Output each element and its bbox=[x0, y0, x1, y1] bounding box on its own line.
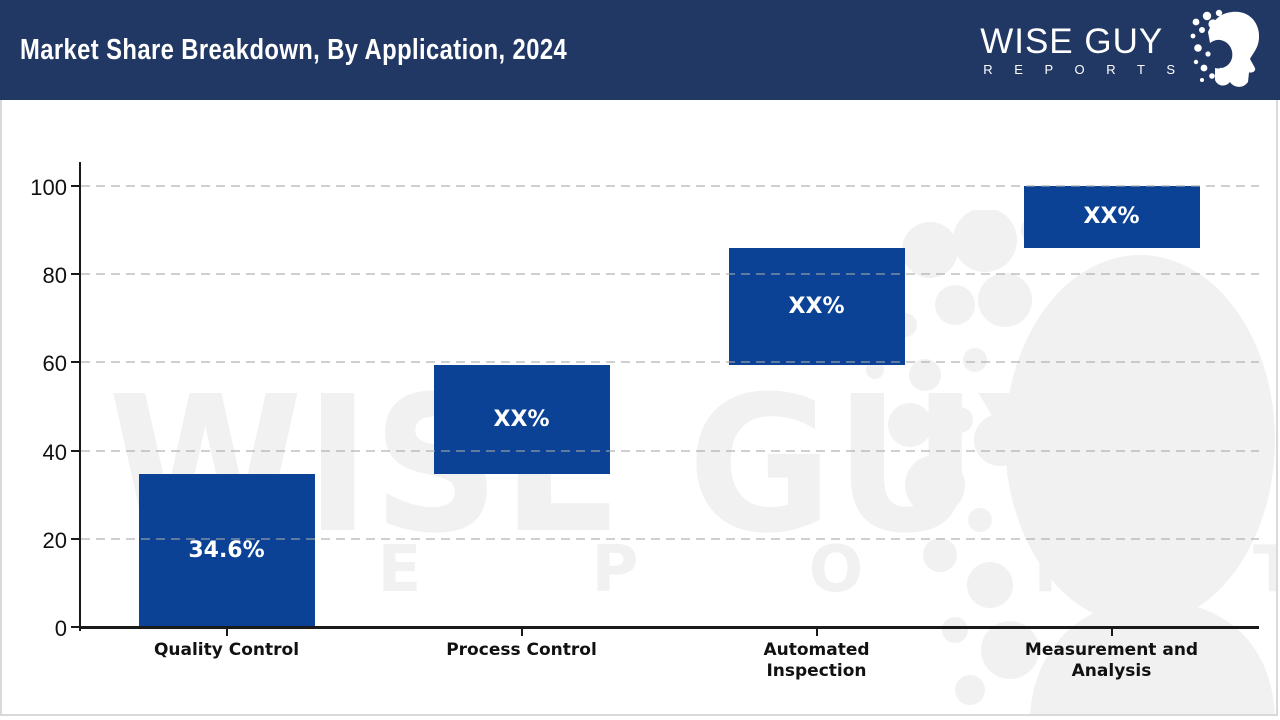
gridline-60 bbox=[81, 361, 1259, 364]
y-tick-40 bbox=[71, 449, 79, 452]
bar-automated-inspection: XX% bbox=[728, 247, 905, 365]
gridline-40 bbox=[81, 449, 1259, 452]
y-tick-label-20: 20 bbox=[42, 527, 67, 553]
bar-process-control: XX% bbox=[433, 364, 610, 475]
y-tick-label-60: 60 bbox=[42, 351, 67, 377]
x-category-label: Automated Inspection bbox=[763, 640, 870, 682]
bar-value-label: 34.6% bbox=[188, 538, 265, 564]
page-title: Market Share Breakdown, By Application, … bbox=[20, 33, 568, 66]
wiseguy-face-icon bbox=[1190, 9, 1260, 87]
y-tick-0 bbox=[71, 626, 79, 628]
x-tick-1 bbox=[225, 629, 228, 636]
chart-area: WISE GUY R E P O R T S 34.6%XX%XX%XX%020… bbox=[0, 100, 1278, 716]
bar-quality-control: 34.6% bbox=[138, 474, 315, 627]
wiseguy-logo-name: WISE GUY bbox=[980, 21, 1164, 61]
wiseguy-logo-text: WISE GUY R E P O R T S bbox=[980, 24, 1184, 77]
bar-value-label: XX% bbox=[493, 406, 550, 432]
y-tick-80 bbox=[71, 273, 79, 276]
gridline-20 bbox=[81, 537, 1259, 540]
gridline-80 bbox=[81, 273, 1259, 276]
x-tick-2 bbox=[520, 629, 523, 636]
y-axis-line bbox=[79, 162, 81, 631]
y-tick-100 bbox=[71, 185, 79, 187]
plot-region: WISE GUY R E P O R T S 34.6%XX%XX%XX%020… bbox=[2, 100, 1276, 714]
y-tick-label-40: 40 bbox=[42, 439, 67, 465]
y-tick-label-100: 100 bbox=[30, 175, 67, 200]
y-tick-label-80: 80 bbox=[42, 263, 67, 289]
x-category-label: Process Control bbox=[446, 640, 597, 660]
wiseguy-logo: WISE GUY R E P O R T S bbox=[980, 8, 1262, 92]
y-tick-60 bbox=[71, 361, 79, 364]
x-category-label: Quality Control bbox=[153, 640, 300, 660]
header-bar: Market Share Breakdown, By Application, … bbox=[0, 0, 1280, 100]
y-tick-label-0: 0 bbox=[54, 616, 67, 641]
wiseguy-logo-subtitle: R E P O R T S bbox=[983, 61, 1184, 77]
bar-value-label: XX% bbox=[1083, 204, 1140, 230]
x-axis-line bbox=[79, 626, 1259, 629]
x-tick-3 bbox=[815, 629, 818, 636]
bar-value-label: XX% bbox=[788, 293, 845, 319]
y-tick-20 bbox=[71, 537, 79, 540]
x-tick-4 bbox=[1110, 629, 1113, 636]
gridline-100 bbox=[81, 185, 1259, 187]
x-category-label: Measurement and Analysis bbox=[1024, 640, 1199, 682]
bar-measurement-and-analysis: XX% bbox=[1023, 186, 1200, 248]
watermark-subtext: R E P O R T S bbox=[158, 533, 1276, 607]
